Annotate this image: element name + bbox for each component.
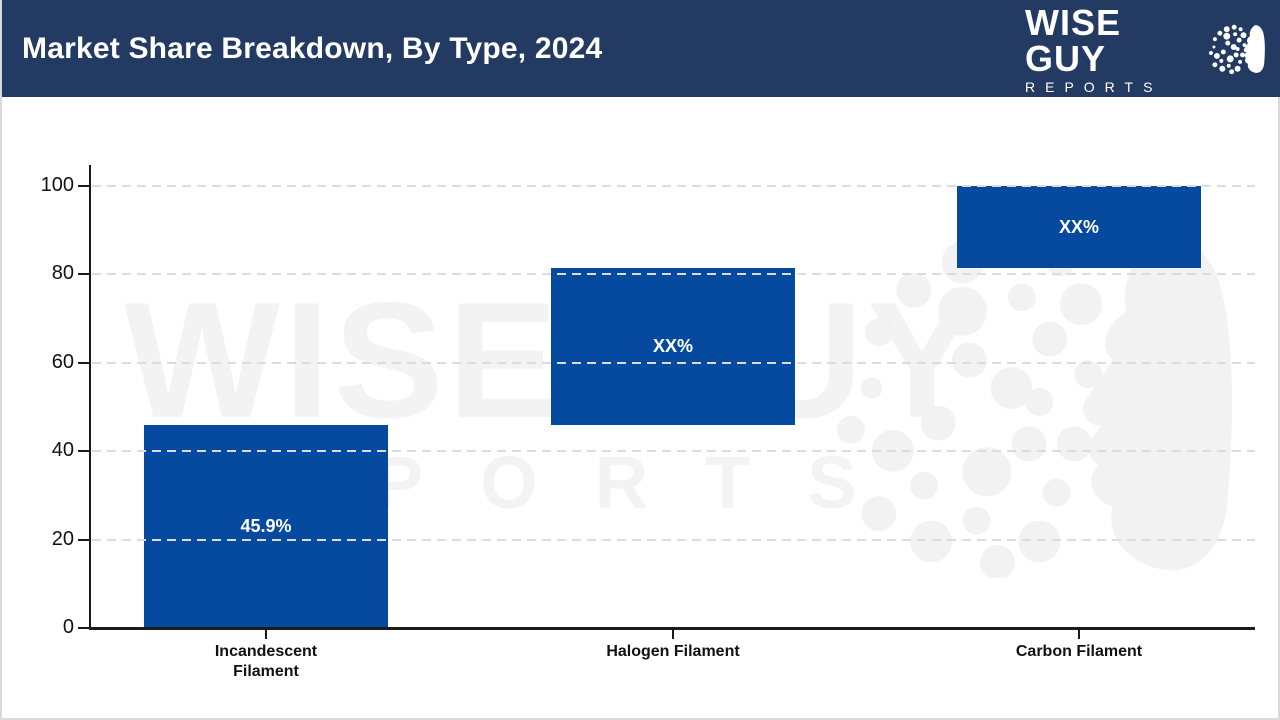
y-gridline	[92, 538, 1255, 541]
wise-guy-face-icon	[1209, 24, 1266, 75]
watermark-text-line1: WISE GUY	[124, 268, 982, 452]
x-axis-tick	[265, 630, 267, 639]
x-axis-line	[89, 627, 1255, 630]
y-gridline	[92, 361, 1255, 364]
wise-guy-logo: WISE GUY REPORTS	[1025, 1, 1270, 95]
x-category-label: Halogen Filament	[606, 643, 740, 660]
y-tick-label: 60	[51, 350, 74, 373]
logo-wordmark: WISE GUY	[1025, 1, 1122, 79]
x-category-label: Carbon Filament	[1015, 643, 1143, 660]
y-gridline	[92, 450, 1255, 453]
x-axis-tick	[1078, 630, 1080, 639]
bar-value-label: 45.9%	[240, 516, 292, 537]
y-axis-tick	[78, 627, 90, 629]
y-gridline	[92, 185, 1255, 187]
logo-subtext: REPORTS	[1025, 78, 1163, 95]
y-tick-label: 0	[62, 616, 74, 638]
y-axis-tick	[78, 538, 90, 541]
bar-carbon-filament: XX%	[957, 186, 1201, 269]
x-axis-tick	[672, 630, 674, 639]
logo-text: WISE GUY REPORTS	[1025, 1, 1206, 95]
y-gridline	[92, 273, 1255, 276]
y-axis-line	[89, 165, 91, 630]
y-tick-label: 20	[51, 527, 74, 550]
bar-incandescent-filament: 45.9%	[144, 425, 388, 628]
bar-value-label: XX%	[1058, 216, 1100, 237]
y-axis-tick	[78, 361, 90, 364]
y-axis-tick	[78, 273, 90, 276]
y-axis-tick	[78, 450, 90, 453]
y-tick-label: 40	[51, 439, 74, 462]
waterfall-chart: 0 20 40 60 80 100 45.9% XX% XX% Incandescent Fila…	[2, 97, 1280, 720]
header-bar: Market Share Breakdown, By Type, 2024 WI…	[2, 0, 1280, 97]
bar-halogen-filament: XX%	[551, 268, 795, 426]
y-tick-label: 80	[51, 262, 74, 285]
y-tick-label: 100	[40, 174, 74, 196]
chart-title: Market Share Breakdown, By Type, 2024	[22, 31, 603, 65]
y-axis-tick	[78, 185, 90, 187]
x-category-label: Incandescent Filament	[214, 643, 318, 680]
bar-value-label: XX%	[652, 336, 694, 357]
